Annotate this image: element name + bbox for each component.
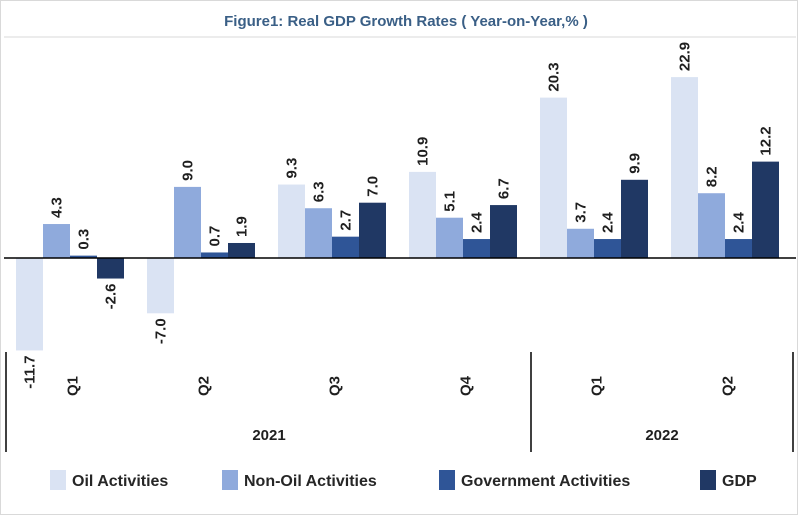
bar-non-oil-activities-3 [305,208,332,258]
bar-non-oil-activities-1 [43,224,70,258]
legend-label: Non-Oil Activities [244,473,377,490]
bar-non-oil-activities-5 [567,228,594,258]
bar-government-activities-2 [201,252,228,258]
legend: Oil Activities Non-Oil Activities Governme… [50,470,757,490]
bar-gdp-6 [752,161,779,258]
quarter-label: Q4 [458,375,475,396]
value-label: 6.7 [496,178,513,199]
value-label: 12.2 [758,126,775,155]
year-label-2022: 2022 [645,427,678,444]
value-label: -7.0 [153,318,170,344]
bar-non-oil-activities-6 [698,193,725,258]
value-label: 20.3 [546,62,563,91]
bar-government-activities-5 [594,239,621,258]
value-label: 8.2 [704,166,721,187]
bar-oil-activities-3 [278,184,305,258]
value-label: 6.3 [311,181,328,202]
value-label: 4.3 [49,197,66,218]
value-label: 22.9 [677,42,694,71]
legend-swatch [222,470,238,490]
quarter-label: Q2 [720,376,737,396]
bar-oil-activities-1 [16,258,43,351]
bar-oil-activities-5 [540,97,567,258]
value-label: 3.7 [573,202,590,223]
value-label: 10.9 [415,137,432,166]
bar-government-activities-4 [463,239,490,258]
bar-gdp-5 [621,179,648,258]
value-label: 1.9 [234,216,251,237]
legend-label: GDP [722,473,757,490]
value-label: 0.3 [76,229,93,250]
value-label: -11.7 [22,355,39,388]
bar-non-oil-activities-2 [174,186,201,258]
quarter-label: Q1 [589,376,606,396]
value-label: 2.4 [731,212,748,234]
bar-government-activities-6 [725,239,752,258]
bar-government-activities-1 [70,255,97,258]
bar-gdp-3 [359,202,386,258]
value-label: 9.0 [180,160,197,181]
bar-oil-activities-2 [147,258,174,314]
value-label: 2.4 [469,212,486,234]
data-labels-layer: -11.7 -7.0 9.3 10.9 20.3 22.9 4.3 9.0 6.3 5.1 3.7 8… [22,42,775,389]
legend-swatch [700,470,716,490]
bar-oil-activities-4 [409,171,436,258]
year-label-2021: 2021 [252,427,285,444]
bar-gdp-4 [490,205,517,258]
quarter-label: Q2 [196,376,213,396]
bar-government-activities-3 [332,236,359,258]
bar-gdp-2 [228,242,255,258]
chart-title: Figure1: Real GDP Growth Rates ( Year-on… [224,13,588,30]
value-label: 2.4 [600,212,617,234]
legend-swatch [439,470,455,490]
bars-layer [16,77,779,351]
bar-gdp-1 [97,258,124,279]
value-label: 9.9 [627,153,644,174]
legend-swatch [50,470,66,490]
value-label: 9.3 [284,158,301,179]
value-label: 5.1 [442,191,459,212]
value-label: -2.6 [103,284,120,310]
axis-layer: Q1 Q2 Q3 Q4 Q1 Q2 2021 2022 [4,257,796,452]
quarter-label: Q1 [65,376,82,396]
legend-label: Oil Activities [72,473,168,490]
value-label: 2.7 [338,210,355,231]
quarter-label: Q3 [327,376,344,396]
bar-oil-activities-6 [671,77,698,258]
bar-non-oil-activities-4 [436,217,463,258]
value-label: 7.0 [365,176,382,197]
value-label: 0.7 [207,226,224,247]
legend-label: Government Activities [461,473,630,490]
